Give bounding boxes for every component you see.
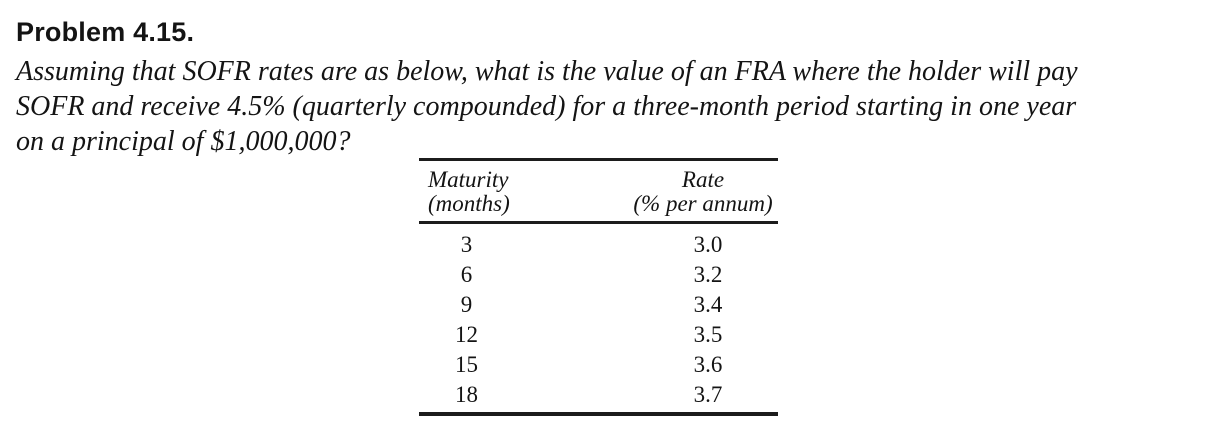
- maturity-header-line-2: (months): [428, 191, 510, 216]
- table-body: 3 3.0 6 3.2 9 3.4 12 3.5 15 3.6 18 3.7: [419, 224, 778, 412]
- table-top-rule: [419, 158, 778, 161]
- rate-cell: 3.6: [693, 352, 723, 377]
- rate-column-header: Rate (% per annum): [628, 168, 778, 216]
- table-header-rule: [419, 221, 778, 224]
- maturity-cell: 6: [460, 262, 473, 287]
- rate-cell: 3.0: [693, 232, 723, 257]
- table-row: 18 3.7: [419, 380, 778, 410]
- maturity-cell: 15: [455, 352, 478, 377]
- maturity-cell: 9: [460, 292, 473, 317]
- rate-cell: 3.2: [693, 262, 723, 287]
- rate-cell: 3.4: [693, 292, 723, 317]
- maturity-cell: 12: [455, 322, 478, 347]
- table-bottom-rule: [419, 412, 778, 416]
- table-row: 6 3.2: [419, 260, 778, 290]
- sofr-rates-table: Maturity (months) Rate (% per annum) 3 3…: [419, 158, 778, 416]
- rate-cell: 3.7: [693, 382, 723, 407]
- rate-header-line-2: (% per annum): [633, 191, 773, 216]
- statement-line-1: Assuming that SOFR rates are as below, w…: [16, 56, 1078, 87]
- problem-statement: Assuming that SOFR rates are as below, w…: [16, 54, 1078, 159]
- statement-line-3: on a principal of $1,000,000?: [16, 126, 351, 157]
- maturity-column-header: Maturity (months): [419, 168, 510, 216]
- statement-line-2: SOFR and receive 4.5% (quarterly compoun…: [16, 91, 1077, 122]
- maturity-cell: 3: [460, 232, 473, 257]
- table-row: 12 3.5: [419, 320, 778, 350]
- maturity-cell: 18: [455, 382, 478, 407]
- problem-title: Problem 4.15.: [16, 17, 195, 47]
- table-row: 9 3.4: [419, 290, 778, 320]
- table-row: 15 3.6: [419, 350, 778, 380]
- rate-cell: 3.5: [693, 322, 723, 347]
- rate-header-line-1: Rate: [681, 167, 725, 192]
- table-header-row: Maturity (months) Rate (% per annum): [419, 161, 778, 221]
- maturity-header-line-1: Maturity: [428, 167, 509, 192]
- table-row: 3 3.0: [419, 230, 778, 260]
